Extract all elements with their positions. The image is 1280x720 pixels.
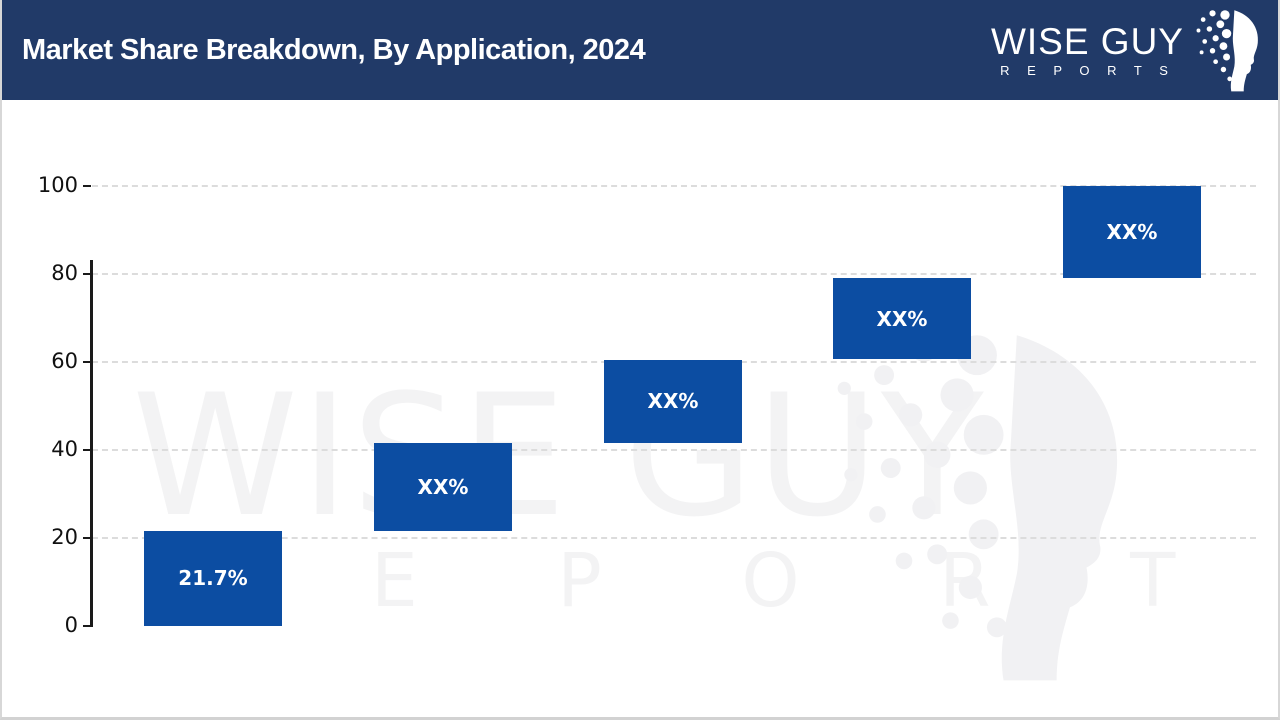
logo-secondary-text: R E P O R T S [1000,63,1175,78]
watermark-reports: R E P O R T S [180,538,1278,624]
bar-label-medical: XX% [417,474,469,499]
watermark-head-icon [837,335,1118,681]
bar-label-photography: 21.7% [178,566,248,591]
bar-label-industrial: XX% [876,306,928,331]
page-title: Market Share Breakdown, By Application, … [22,33,646,66]
gridline-40 [92,449,1256,451]
y-axis-line [90,260,93,627]
gridline-80 [92,273,1256,275]
bar-photography: 21.7% [144,530,282,626]
y-tick-label-20: 20 [51,525,78,549]
y-tick-label-40: 40 [51,437,78,461]
bar-medical: XX% [374,442,512,531]
y-tick-label-100: 100 [37,173,78,197]
bar-industrial: XX% [833,277,971,360]
y-tick-label-80: 80 [51,261,78,285]
dotted-head-profile-icon [1196,10,1258,92]
chart-area: WISE GUY R E P O R T S 21.7%XX%XX%XX%XX% [2,100,1278,717]
y-tick-mark-100 [83,185,91,187]
y-tick-mark-40 [83,449,91,451]
y-tick-mark-60 [83,361,91,363]
y-tick-mark-80 [83,273,91,275]
logo-primary-text: WISE GUY [990,21,1184,62]
gridline-20 [92,537,1256,539]
bar-label-surveillance: XX% [647,389,699,414]
y-tick-label-60: 60 [51,349,78,373]
logo-wordmark: WISE GUY R E P O R T S [991,23,1184,77]
header: Market Share Breakdown, By Application, … [2,0,1278,100]
y-tick-mark-20 [83,537,91,539]
bar-surveillance: XX% [604,359,742,443]
gridline-100 [92,185,1256,187]
wise-guy-logo: WISE GUY R E P O R T S [991,6,1264,94]
y-tick-label-0: 0 [64,613,78,637]
y-tick-mark-0 [83,625,91,627]
bar-label-automotive: XX% [1106,219,1158,244]
bar-automotive: XX% [1063,186,1201,278]
